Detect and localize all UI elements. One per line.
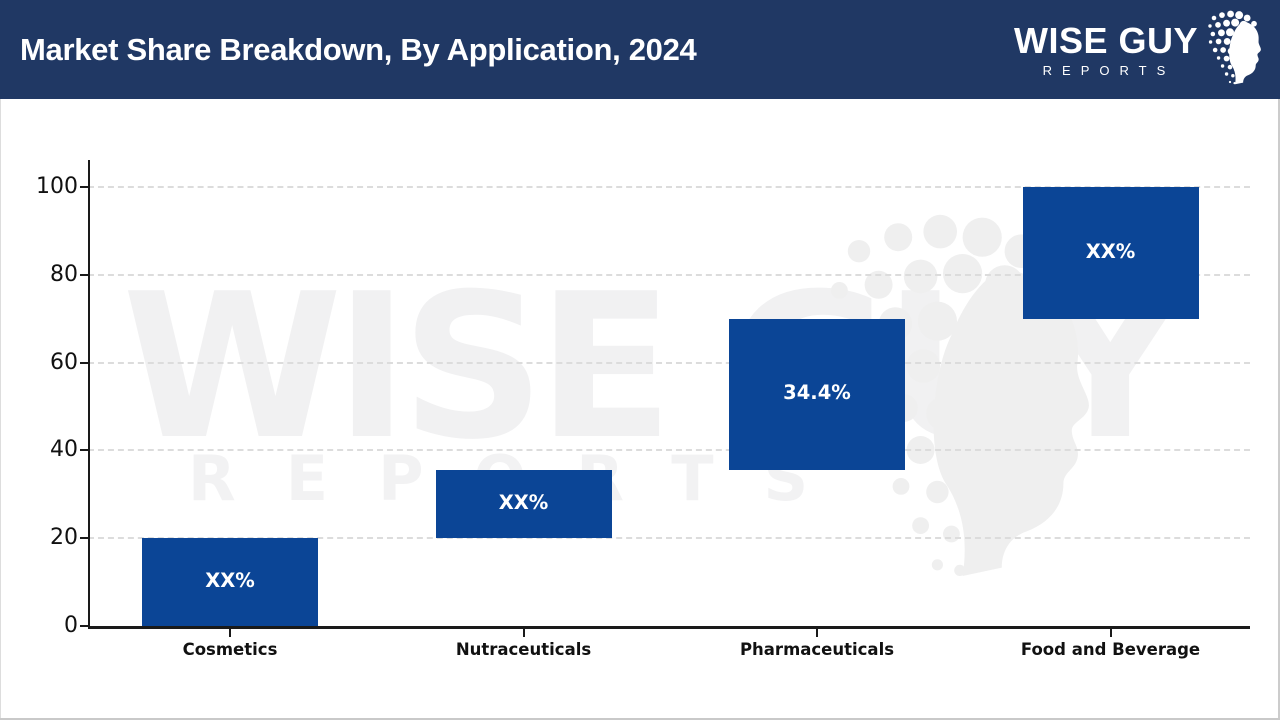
gridline-80 bbox=[88, 273, 1250, 276]
x-axis-tick-2 bbox=[816, 629, 818, 637]
x-category-label: Nutraceuticals bbox=[455, 640, 592, 659]
logo-face-icon bbox=[1208, 10, 1261, 85]
gridline-20 bbox=[88, 537, 1250, 540]
bar-nutraceuticals bbox=[435, 469, 612, 539]
y-axis-line bbox=[88, 160, 90, 628]
x-axis-line bbox=[88, 626, 1250, 629]
logo-wordmark: WISE GUY bbox=[1013, 19, 1198, 61]
page-title: Market Share Breakdown, By Application, … bbox=[20, 31, 697, 67]
x-axis-tick-1 bbox=[522, 629, 525, 637]
x-category-label: Food and Beverage bbox=[1020, 640, 1201, 659]
y-axis-tick-60 bbox=[80, 361, 88, 364]
bar-value-label: 34.4% bbox=[783, 381, 851, 405]
gridline-60 bbox=[88, 361, 1250, 364]
y-tick-label-0: 0 bbox=[64, 613, 78, 638]
gridline-100 bbox=[88, 186, 1250, 188]
y-axis-tick-100 bbox=[80, 186, 88, 188]
y-axis-tick-80 bbox=[80, 273, 88, 276]
y-axis-tick-20 bbox=[80, 537, 88, 540]
x-axis-tick-3 bbox=[1109, 629, 1112, 637]
page-left-border bbox=[0, 99, 1, 720]
page-right-border bbox=[1278, 99, 1280, 720]
page-bottom-border bbox=[0, 718, 1280, 720]
y-tick-label-80: 80 bbox=[50, 261, 78, 287]
x-axis-tick-0 bbox=[229, 629, 231, 637]
y-axis-tick-0 bbox=[80, 625, 88, 627]
y-tick-label-20: 20 bbox=[50, 525, 78, 551]
logo-text: WISE GUY REPORTS bbox=[1013, 19, 1198, 78]
bar-value-label: XX% bbox=[205, 569, 255, 593]
bar-pharmaceuticals bbox=[729, 318, 905, 470]
bar-food-and-beverage bbox=[1022, 187, 1199, 319]
wise-guy-reports-logo: WISE GUY REPORTS bbox=[1014, 8, 1266, 92]
y-tick-label-40: 40 bbox=[50, 437, 78, 463]
logo-subtitle: REPORTS bbox=[1042, 62, 1176, 78]
y-tick-label-60: 60 bbox=[50, 349, 78, 375]
bar-cosmetics bbox=[142, 538, 318, 626]
header-bar: Market Share Breakdown, By Application, … bbox=[0, 0, 1280, 99]
y-tick-label-100: 100 bbox=[36, 174, 78, 199]
x-category-label: Pharmaceuticals bbox=[739, 640, 895, 659]
gridline-40 bbox=[88, 449, 1250, 452]
x-category-label: Cosmetics bbox=[182, 640, 278, 659]
bar-value-label: XX% bbox=[498, 490, 549, 514]
y-axis-tick-40 bbox=[80, 449, 88, 452]
bar-value-label: XX% bbox=[1085, 239, 1136, 263]
